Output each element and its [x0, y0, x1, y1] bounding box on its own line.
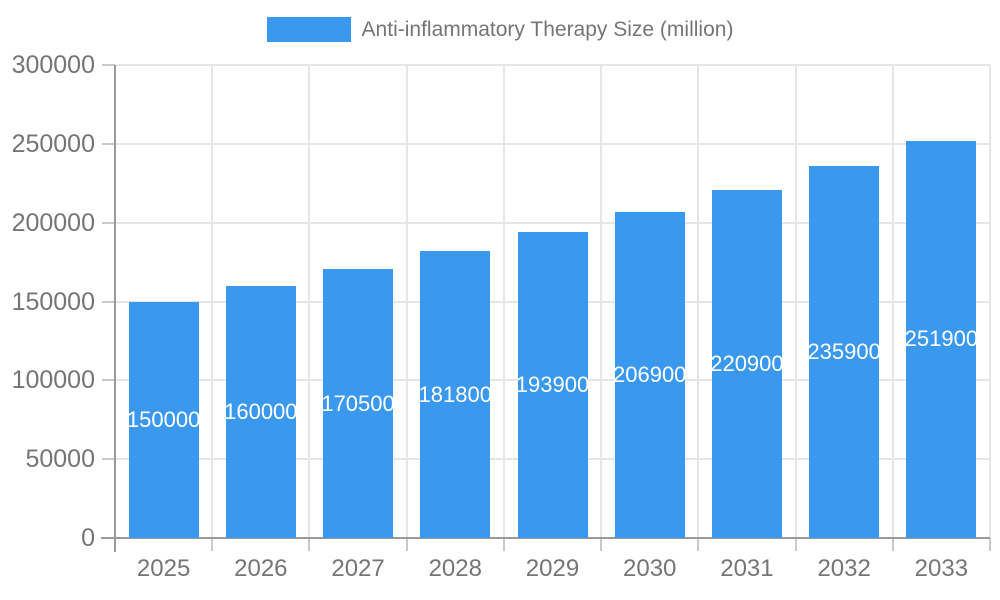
x-axis-tick: [891, 538, 894, 551]
v-gridline: [308, 65, 311, 538]
bar-value-label: 160000: [225, 398, 296, 424]
bar-value-label: 193900: [517, 372, 588, 398]
bar[interactable]: 160000: [225, 285, 296, 538]
v-gridline: [794, 65, 797, 538]
x-tick-label: 2031: [720, 555, 774, 582]
v-gridline: [600, 65, 603, 538]
x-axis-tick: [794, 538, 797, 551]
y-tick-label: 100000: [11, 366, 95, 395]
x-tick-label: 2027: [331, 555, 385, 582]
y-tick-label: 0: [81, 524, 95, 552]
x-axis-tick: [989, 538, 991, 551]
bar[interactable]: 193900: [517, 232, 588, 538]
h-gridline: [115, 142, 990, 145]
legend[interactable]: Anti-inflammatory Therapy Size (million): [0, 17, 1000, 42]
h-gridline: [115, 221, 990, 224]
bar-value-label: 220900: [711, 350, 782, 376]
y-axis-tick: [102, 458, 115, 461]
x-axis-tick: [600, 538, 603, 551]
x-tick-label: 2025: [136, 555, 191, 582]
bar[interactable]: 220900: [711, 189, 782, 538]
bar[interactable]: 206900: [614, 211, 685, 538]
v-gridline: [697, 65, 700, 538]
legend-label: Anti-inflammatory Therapy Size (million): [361, 17, 734, 41]
bar-value-label: 150000: [128, 406, 199, 432]
y-tick-label: 300000: [11, 51, 95, 79]
y-axis-line: [114, 65, 116, 552]
x-tick-label: 2032: [817, 555, 871, 582]
x-axis-tick: [502, 538, 505, 551]
x-tick-label: 2029: [525, 555, 580, 582]
bar-value-label: 206900: [614, 361, 685, 387]
y-tick-label: 150000: [11, 287, 95, 316]
v-gridline: [405, 65, 408, 538]
x-tick-label: 2026: [234, 555, 288, 582]
v-gridline: [989, 65, 991, 538]
bar-value-label: 235900: [809, 339, 880, 365]
x-axis-tick: [405, 538, 408, 551]
x-tick-label: 2033: [914, 555, 969, 582]
v-gridline: [211, 65, 214, 538]
y-axis-tick: [102, 64, 115, 66]
legend-swatch: [266, 17, 351, 42]
y-axis-tick: [102, 379, 115, 382]
bar[interactable]: 251900: [906, 140, 977, 538]
y-axis-tick: [102, 221, 115, 224]
v-gridline: [502, 65, 505, 538]
bar-value-label: 181800: [420, 381, 491, 407]
h-gridline: [115, 64, 990, 66]
bar[interactable]: 235900: [809, 166, 880, 538]
bar-value-label: 170500: [323, 390, 394, 416]
bar[interactable]: 181800: [420, 251, 491, 538]
x-axis-tick: [308, 538, 311, 551]
bar-value-label: 251900: [906, 326, 977, 352]
x-tick-label: 2028: [428, 555, 482, 582]
v-gridline: [891, 65, 894, 538]
y-axis-tick: [102, 300, 115, 303]
x-axis-line: [101, 537, 990, 539]
y-tick-label: 200000: [11, 208, 95, 237]
x-axis-tick: [211, 538, 214, 551]
bar[interactable]: 170500: [323, 269, 394, 538]
y-tick-label: 250000: [11, 129, 95, 158]
y-axis-tick: [102, 142, 115, 145]
bar[interactable]: 150000: [128, 301, 199, 538]
y-tick-label: 50000: [25, 445, 95, 474]
x-axis-tick: [697, 538, 700, 551]
x-tick-label: 2030: [623, 555, 677, 582]
